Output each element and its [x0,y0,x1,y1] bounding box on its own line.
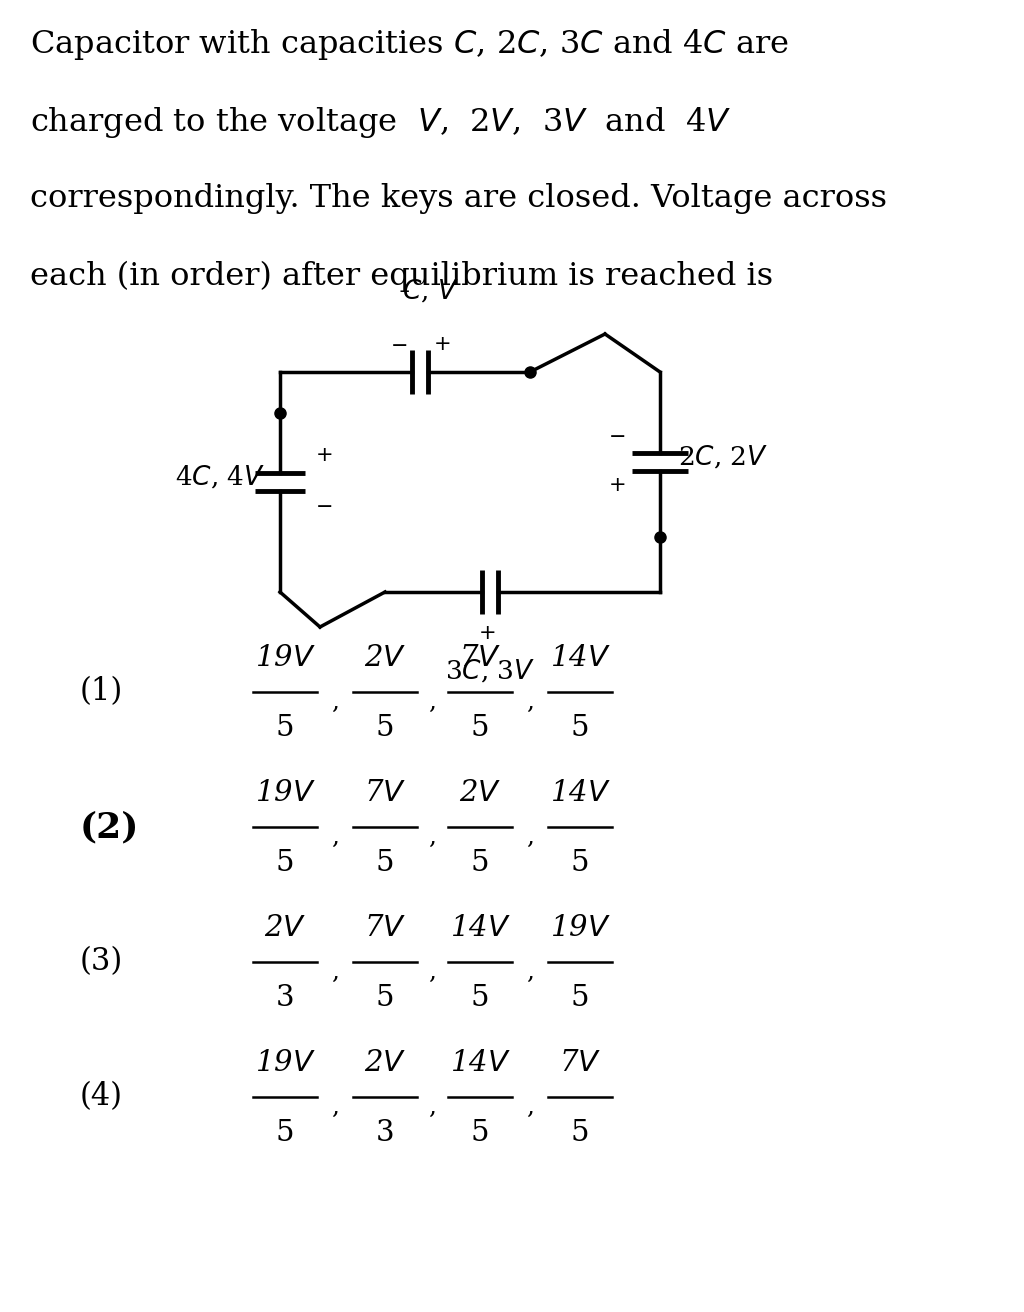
Text: 14$V$: 14$V$ [450,914,510,942]
Text: 5: 5 [376,984,394,1012]
Text: 5: 5 [275,849,294,876]
Text: ,: , [526,960,534,984]
Text: 14$V$: 14$V$ [550,644,610,672]
Text: ,: , [331,960,339,984]
Text: 7$V$: 7$V$ [364,914,407,942]
Text: 5: 5 [570,849,589,876]
Text: ,: , [428,690,436,714]
Text: 19$V$: 19$V$ [255,779,315,807]
Text: $-$: $-$ [315,496,332,516]
Text: ,: , [526,825,534,849]
Text: ,: , [331,690,339,714]
Text: 5: 5 [471,714,489,743]
Text: 7$V$: 7$V$ [559,1050,601,1077]
Text: (4): (4) [80,1081,123,1113]
Text: 5: 5 [275,714,294,743]
Text: correspondingly. The keys are closed. Voltage across: correspondingly. The keys are closed. Vo… [30,182,887,214]
Text: 2$V$: 2$V$ [264,914,306,942]
Text: 19$V$: 19$V$ [255,644,315,672]
Text: 5: 5 [570,714,589,743]
Text: 2$V$: 2$V$ [364,644,407,672]
Text: 5: 5 [275,1119,294,1147]
Text: ,: , [526,690,534,714]
Text: $-$: $-$ [390,335,407,353]
Text: 5: 5 [471,849,489,876]
Text: ,: , [428,1096,436,1119]
Text: charged to the voltage  $V$,  2$V$,  3$V$  and  4$V$: charged to the voltage $V$, 2$V$, 3$V$ a… [30,105,731,140]
Text: $-$: $-$ [608,426,625,445]
Text: $C$, $V$: $C$, $V$ [401,277,459,304]
Text: $+$: $+$ [433,335,451,353]
Text: 19$V$: 19$V$ [255,1050,315,1077]
Text: 2$V$: 2$V$ [459,779,501,807]
Text: ,: , [331,825,339,849]
Text: ,: , [331,1096,339,1119]
Text: 4$C$, 4$V$: 4$C$, 4$V$ [175,463,265,491]
Text: $+$: $+$ [607,476,625,495]
Text: (2): (2) [80,810,139,844]
Text: 3$C$, 3$V$: 3$C$, 3$V$ [444,657,536,684]
Text: $+$: $+$ [478,625,496,643]
Text: 5: 5 [570,1119,589,1147]
Text: 5: 5 [570,984,589,1012]
Text: 5: 5 [471,984,489,1012]
Text: (1): (1) [80,677,123,707]
Text: 5: 5 [376,849,394,876]
Text: ,: , [526,1096,534,1119]
Text: 3: 3 [275,984,294,1012]
Text: 5: 5 [471,1119,489,1147]
Text: $+$: $+$ [315,446,333,464]
Text: 7$V$: 7$V$ [459,644,501,672]
Text: ,: , [428,825,436,849]
Text: (3): (3) [80,946,123,977]
Text: 3: 3 [376,1119,394,1147]
Text: 14$V$: 14$V$ [450,1050,510,1077]
Text: 7$V$: 7$V$ [364,779,407,807]
Text: Capacitor with capacities $C$, 2$C$, 3$C$ and 4$C$ are: Capacitor with capacities $C$, 2$C$, 3$C… [30,28,790,62]
Text: 5: 5 [376,714,394,743]
Text: 2$V$: 2$V$ [364,1050,407,1077]
Text: each (in order) after equilibrium is reached is: each (in order) after equilibrium is rea… [30,261,773,293]
Text: 19$V$: 19$V$ [550,914,610,942]
Text: 2$C$, 2$V$: 2$C$, 2$V$ [678,443,768,471]
Text: 14$V$: 14$V$ [550,779,610,807]
Text: ,: , [428,960,436,984]
